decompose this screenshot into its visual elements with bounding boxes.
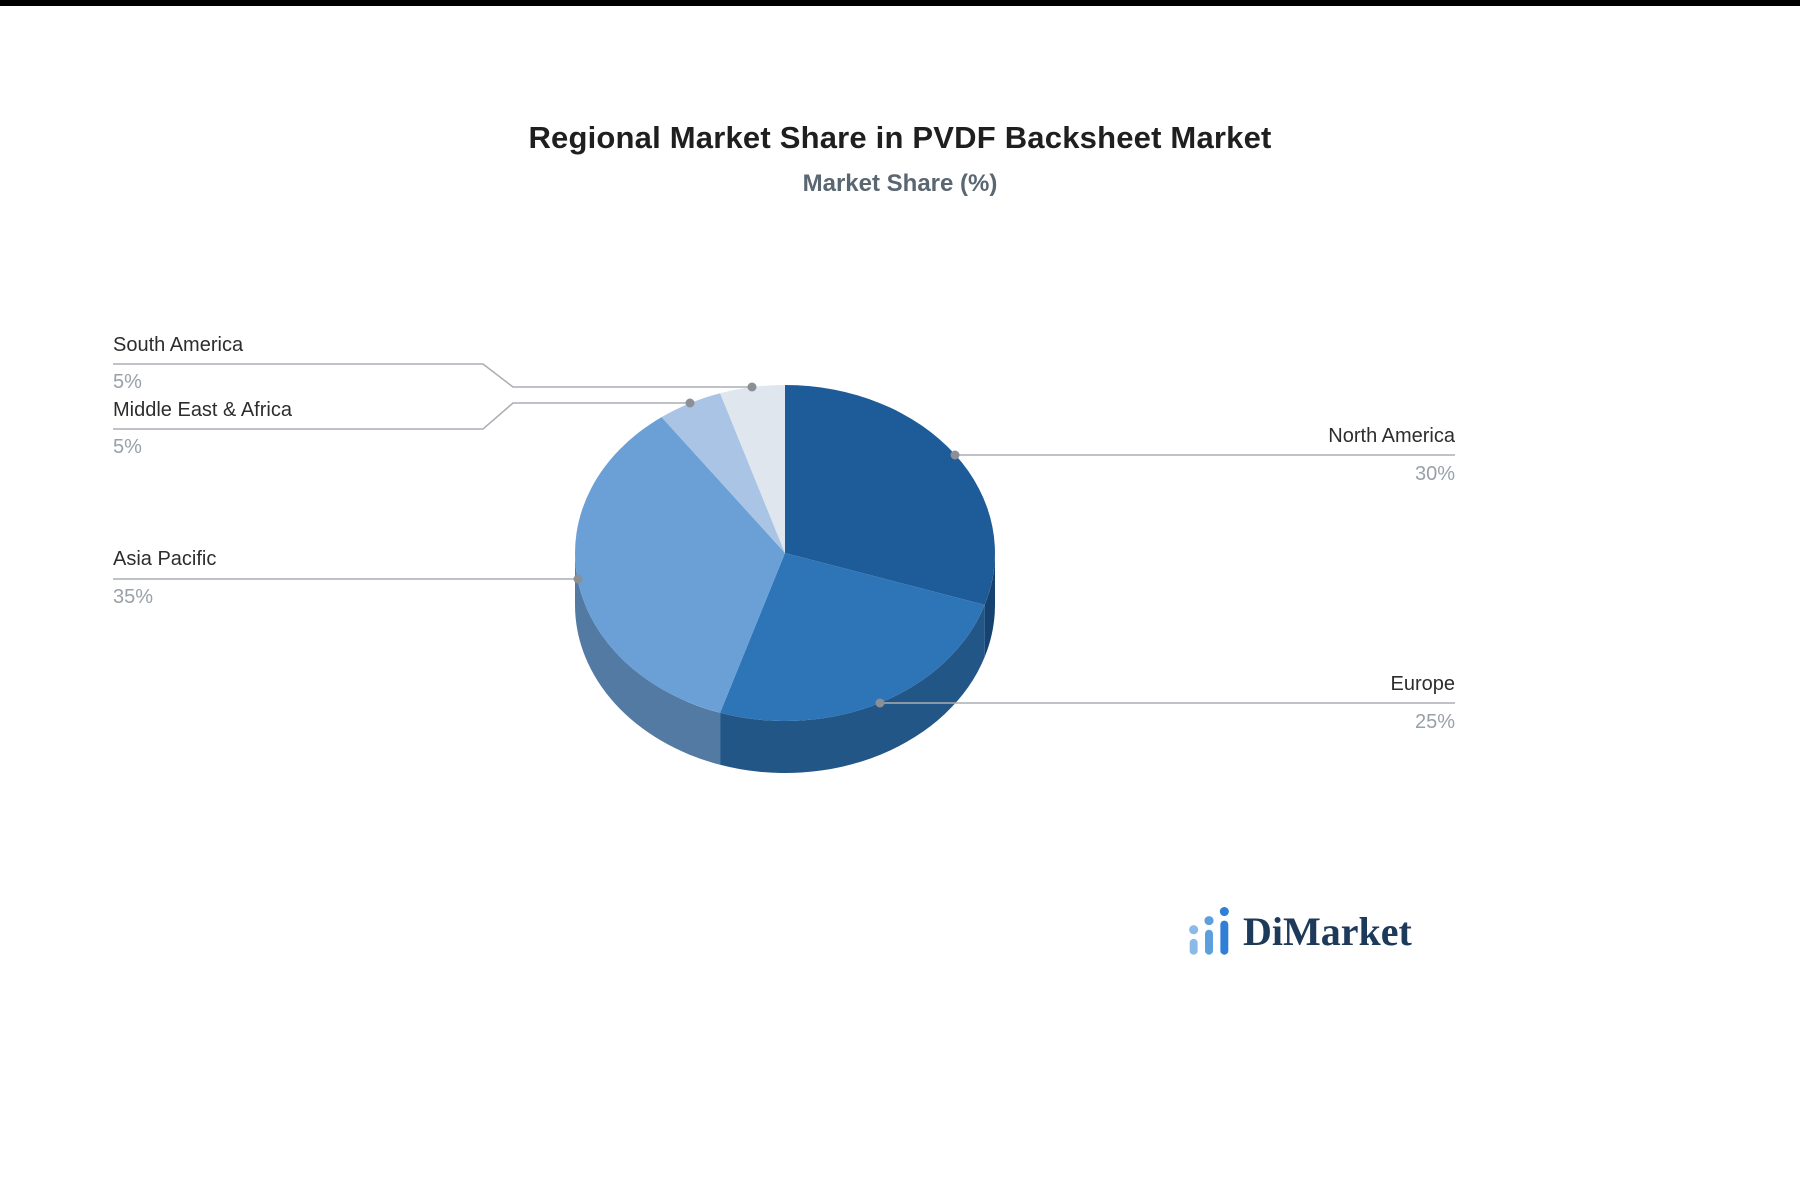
label-asia-pacific: Asia Pacific — [113, 548, 217, 570]
connector-south-america — [113, 363, 752, 388]
dimarket-logo-icon — [1189, 907, 1229, 955]
brand-logo: DiMarket — [1186, 906, 1412, 958]
value-middle-east-africa: 5% — [113, 436, 142, 458]
pie-slice-north-america[interactable] — [785, 385, 995, 605]
label-middle-east-africa: Middle East & Africa — [113, 399, 292, 421]
connector-dot-south-america — [747, 382, 757, 392]
connector-middle-east-africa — [113, 402, 690, 430]
value-north-america: 30% — [1414, 463, 1455, 485]
label-connectors — [113, 363, 1455, 708]
pie-slice-middle-east-africa[interactable] — [661, 393, 785, 553]
value-europe: 25% — [1414, 711, 1455, 733]
connector-dot-middle-east-africa — [685, 398, 695, 408]
value-asia-pacific: 35% — [113, 586, 154, 608]
label-europe: Europe — [1390, 673, 1456, 695]
chart-subtitle: Market Share (%) — [802, 170, 998, 197]
pie-slice-asia-pacific[interactable] — [575, 417, 785, 713]
connector-dot-north-america — [950, 450, 960, 460]
pie-side-europe[interactable] — [720, 604, 985, 774]
pie-side-asia-pacific[interactable] — [575, 553, 721, 765]
value-south-america: 5% — [113, 371, 142, 393]
top-border — [0, 0, 1800, 6]
label-north-america: North America — [1328, 425, 1455, 447]
pie-slice-south-america[interactable] — [720, 385, 785, 553]
pie-chart — [575, 385, 995, 774]
label-south-america: South America — [113, 334, 244, 356]
brand-name: DiMarket — [1243, 909, 1412, 954]
pie-side-north-america[interactable] — [984, 553, 995, 657]
pie-slice-europe[interactable] — [720, 553, 985, 722]
connector-dot-europe — [875, 698, 885, 708]
connector-dot-asia-pacific — [573, 574, 583, 584]
chart-title: Regional Market Share in PVDF Backsheet … — [528, 120, 1272, 155]
